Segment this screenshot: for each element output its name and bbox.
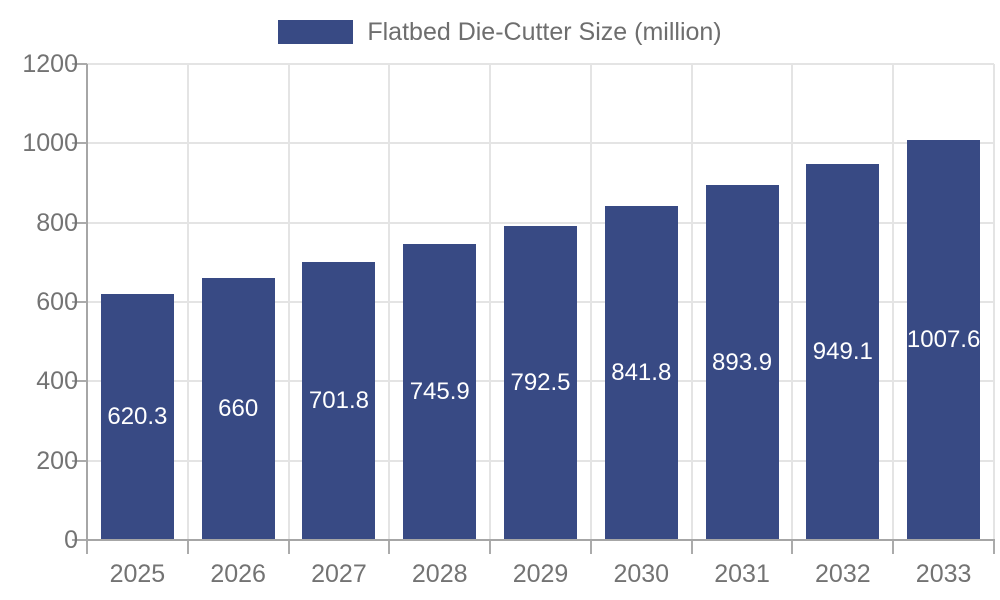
y-tick-label-1200: 1200	[22, 50, 78, 78]
bar-value-label-2031: 893.9	[712, 348, 773, 376]
v-gridline-2	[287, 64, 290, 540]
bar-value-label-2028: 745.9	[409, 378, 470, 406]
bar-2033: 1007.6	[907, 140, 980, 540]
y-tick-label-0: 0	[64, 526, 78, 554]
bar-2029: 792.5	[504, 225, 577, 540]
x-tick-2	[287, 540, 290, 554]
bar-2028: 745.9	[403, 244, 477, 540]
x-tick-label-2027: 2027	[311, 560, 367, 588]
v-gridline-1	[186, 64, 189, 540]
v-gridline-4	[489, 64, 492, 540]
y-tick-0	[72, 539, 87, 541]
bar-value-label-2026: 660	[218, 395, 259, 423]
x-tick-0	[86, 540, 88, 554]
h-gridline-800	[87, 221, 994, 224]
bar-2025: 620.3	[100, 293, 174, 540]
x-tick-label-2032: 2032	[815, 560, 871, 588]
x-tick-6	[690, 540, 693, 554]
y-tick-label-200: 200	[36, 446, 78, 475]
y-tick-label-800: 800	[36, 208, 78, 237]
x-tick-label-2025: 2025	[109, 560, 166, 588]
x-tick-5	[589, 540, 592, 554]
bar-2026: 660	[201, 278, 275, 540]
y-tick-800	[72, 221, 87, 224]
x-tick-9	[993, 540, 995, 554]
bar-2032: 949.1	[806, 163, 880, 540]
x-tick-label-2033: 2033	[915, 560, 972, 588]
v-gridline-5	[589, 64, 592, 540]
v-gridline-3	[388, 64, 391, 540]
v-gridline-6	[690, 64, 693, 540]
x-axis-line	[86, 539, 995, 541]
y-tick-label-1000: 1000	[22, 129, 78, 158]
bar-value-label-2027: 701.8	[308, 386, 369, 414]
y-tick-600	[72, 301, 87, 303]
v-gridline-9	[993, 64, 995, 540]
x-tick-8	[892, 540, 895, 554]
v-gridline-8	[892, 64, 895, 540]
bar-value-label-2032: 949.1	[812, 337, 873, 365]
bar-value-label-2029: 792.5	[510, 368, 571, 396]
y-tick-1200	[72, 63, 87, 65]
y-axis-line	[86, 64, 88, 542]
y-tick-400	[72, 380, 87, 383]
bar-value-label-2033: 1007.6	[906, 326, 981, 354]
legend-swatch	[278, 20, 354, 44]
bar-value-label-2025: 620.3	[107, 402, 168, 430]
h-gridline-1000	[87, 142, 994, 145]
x-tick-4	[489, 540, 492, 554]
y-tick-label-600: 600	[36, 288, 78, 316]
x-tick-label-2029: 2029	[512, 560, 569, 588]
bar-2027: 701.8	[302, 261, 376, 540]
legend-item[interactable]: Flatbed Die-Cutter Size (million)	[0, 17, 1000, 47]
x-tick-7	[791, 540, 794, 554]
legend-label: Flatbed Die-Cutter Size (million)	[367, 17, 722, 46]
bar-2031: 893.9	[705, 185, 779, 540]
v-gridline-7	[791, 64, 794, 540]
y-tick-label-400: 400	[36, 367, 78, 396]
x-tick-label-2031: 2031	[714, 560, 770, 588]
x-tick-label-2030: 2030	[613, 560, 670, 588]
x-tick-label-2026: 2026	[210, 560, 266, 588]
x-tick-1	[186, 540, 189, 554]
bar-value-label-2030: 841.8	[611, 359, 672, 387]
bar-2030: 841.8	[604, 206, 678, 540]
h-gridline-1200	[87, 63, 994, 65]
x-tick-label-2028: 2028	[411, 560, 468, 588]
x-tick-3	[388, 540, 391, 554]
y-tick-1000	[72, 142, 87, 145]
y-tick-200	[72, 459, 87, 462]
